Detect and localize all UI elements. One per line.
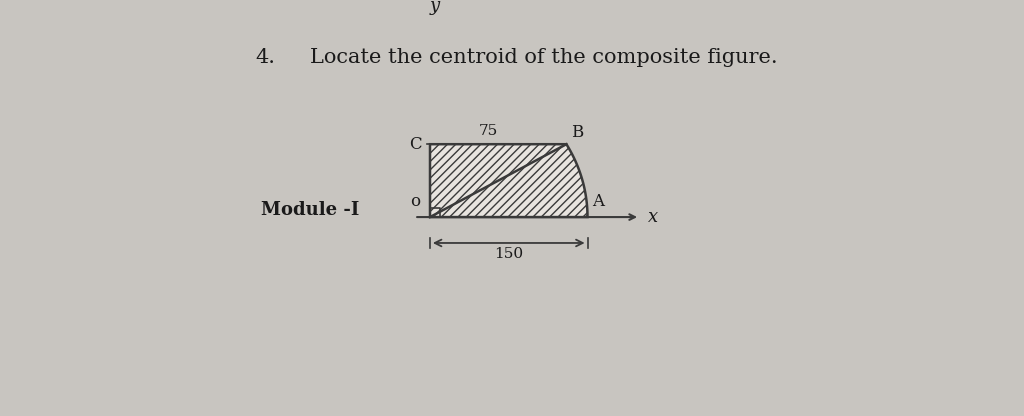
Text: y: y: [430, 0, 440, 15]
Text: C: C: [410, 136, 422, 153]
Text: x: x: [648, 208, 658, 226]
Text: 75: 75: [478, 124, 498, 138]
Text: A: A: [593, 193, 604, 210]
Text: 4.: 4.: [255, 48, 275, 67]
Polygon shape: [430, 144, 588, 217]
Text: Module -I: Module -I: [261, 201, 359, 219]
Text: o: o: [410, 193, 420, 210]
Text: Locate the centroid of the composite figure.: Locate the centroid of the composite fig…: [310, 48, 777, 67]
Text: B: B: [571, 124, 584, 141]
Text: 150: 150: [495, 247, 523, 261]
